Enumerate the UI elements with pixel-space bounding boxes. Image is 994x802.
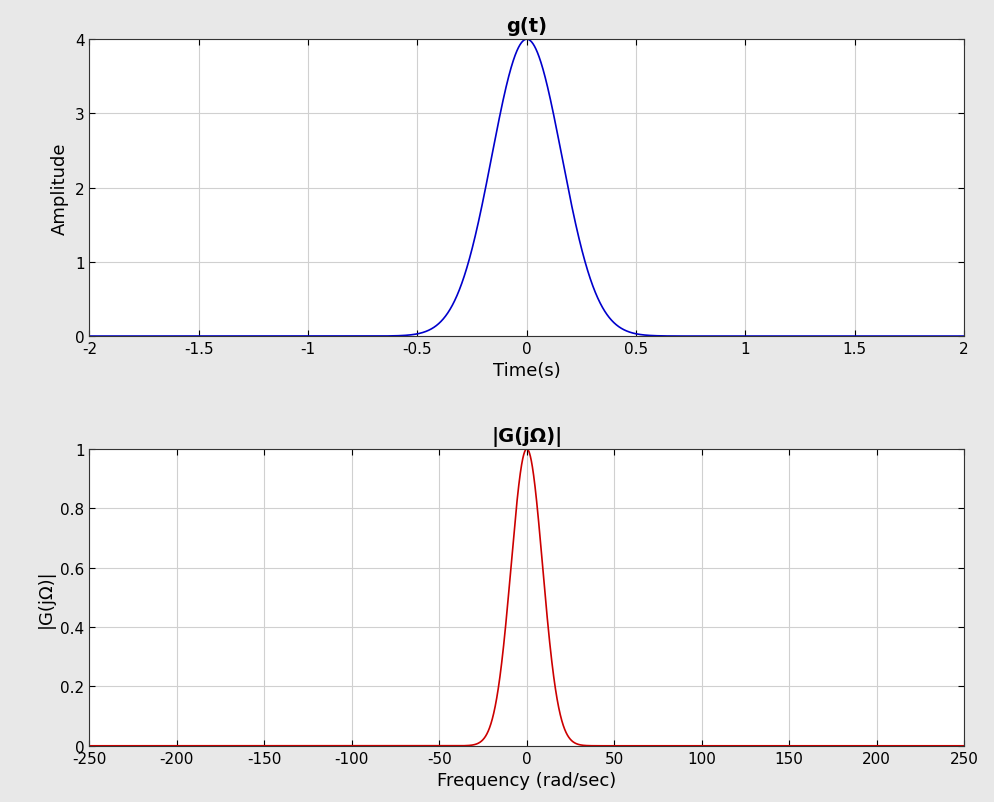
X-axis label: Time(s): Time(s) [493, 362, 561, 380]
Title: |G(jΩ)|: |G(jΩ)| [491, 426, 563, 446]
Y-axis label: Amplitude: Amplitude [52, 142, 70, 234]
Y-axis label: |G(jΩ)|: |G(jΩ)| [37, 569, 55, 627]
Title: g(t): g(t) [506, 17, 548, 36]
X-axis label: Frequency (rad/sec): Frequency (rad/sec) [437, 772, 616, 789]
